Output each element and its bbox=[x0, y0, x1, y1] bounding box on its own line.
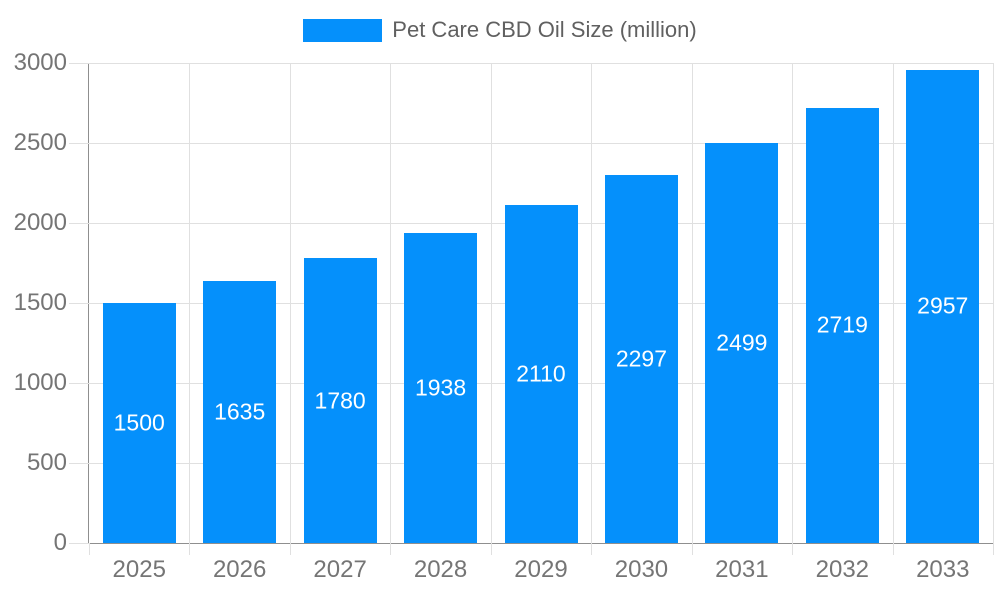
bar-value-label: 1500 bbox=[113, 409, 165, 436]
plot-area: 0 500 1000 1500 2000 2500 3000 1500 2025 1635 2026… bbox=[14, 51, 994, 582]
y-axis-label: 500 bbox=[26, 449, 67, 476]
y-axis-tick bbox=[69, 223, 89, 224]
x-gridline bbox=[490, 63, 492, 543]
x-axis-tick bbox=[189, 543, 191, 555]
x-axis-tick bbox=[390, 543, 392, 555]
x-axis-tick bbox=[289, 543, 291, 555]
bar-value-label: 2499 bbox=[716, 329, 768, 356]
bar-value-label: 2110 bbox=[516, 360, 566, 387]
x-gridline bbox=[390, 63, 392, 543]
y-axis-tick bbox=[69, 303, 89, 304]
y-axis-tick bbox=[69, 143, 89, 144]
bar-value-label: 1780 bbox=[314, 387, 366, 414]
bar-value-label: 1938 bbox=[414, 374, 467, 401]
x-axis-tick bbox=[591, 543, 593, 555]
x-axis-tick bbox=[892, 543, 894, 555]
x-axis-label: 2025 bbox=[112, 556, 166, 583]
bar-2030: 2297 bbox=[604, 175, 678, 543]
y-axis-label: 1500 bbox=[13, 289, 67, 316]
x-axis-label: 2033 bbox=[916, 556, 970, 583]
x-gridline bbox=[892, 63, 894, 543]
x-axis-tick bbox=[691, 543, 693, 555]
x-axis-label: 2029 bbox=[514, 556, 568, 583]
bar-2025: 1500 bbox=[102, 303, 176, 543]
bar-2031: 2499 bbox=[705, 143, 779, 543]
x-gridline bbox=[591, 63, 593, 543]
legend-label: Pet Care CBD Oil Size (million) bbox=[392, 17, 697, 42]
y-axis-tick bbox=[69, 543, 89, 544]
x-axis-label: 2027 bbox=[313, 556, 367, 583]
x-axis-label: 2032 bbox=[815, 556, 870, 583]
bar-2027: 1780 bbox=[303, 258, 377, 543]
x-axis-label: 2030 bbox=[614, 556, 669, 583]
bar-2033: 2957 bbox=[906, 69, 980, 543]
x-axis-tick bbox=[993, 543, 994, 555]
bar-value-label: 2957 bbox=[917, 292, 969, 319]
y-axis-label: 2500 bbox=[13, 129, 67, 156]
x-axis-label: 2026 bbox=[212, 556, 267, 583]
y-axis-label: 0 bbox=[53, 529, 67, 556]
x-axis-label: 2028 bbox=[413, 556, 468, 583]
x-axis-tick bbox=[792, 543, 794, 555]
bar-2032: 2719 bbox=[805, 107, 879, 543]
y-gridline bbox=[89, 143, 993, 144]
x-axis-tick bbox=[490, 543, 492, 555]
x-gridline bbox=[691, 63, 693, 543]
y-axis-label: 2000 bbox=[13, 209, 67, 236]
x-gridline bbox=[993, 63, 994, 543]
bar-2026: 1635 bbox=[203, 281, 277, 543]
y-axis-tick bbox=[69, 63, 89, 64]
x-gridline bbox=[792, 63, 794, 543]
bar-value-label: 2297 bbox=[615, 345, 668, 372]
legend[interactable]: Pet Care CBD Oil Size (million) bbox=[0, 17, 1000, 43]
y-axis-tick bbox=[69, 463, 89, 464]
y-axis-tick bbox=[69, 383, 89, 384]
y-axis-label: 1000 bbox=[13, 369, 67, 396]
bar-value-label: 2719 bbox=[816, 311, 868, 338]
bar-2029: 2110 bbox=[504, 205, 578, 543]
y-axis-label: 3000 bbox=[13, 49, 67, 76]
y-gridline bbox=[89, 63, 993, 64]
x-gridline bbox=[289, 63, 291, 543]
x-gridline bbox=[189, 63, 191, 543]
x-axis-tick bbox=[89, 543, 90, 555]
bar-value-label: 1635 bbox=[214, 398, 266, 425]
bar-2028: 1938 bbox=[404, 232, 478, 543]
legend-swatch-icon bbox=[303, 18, 383, 42]
x-axis-label: 2031 bbox=[715, 556, 769, 583]
